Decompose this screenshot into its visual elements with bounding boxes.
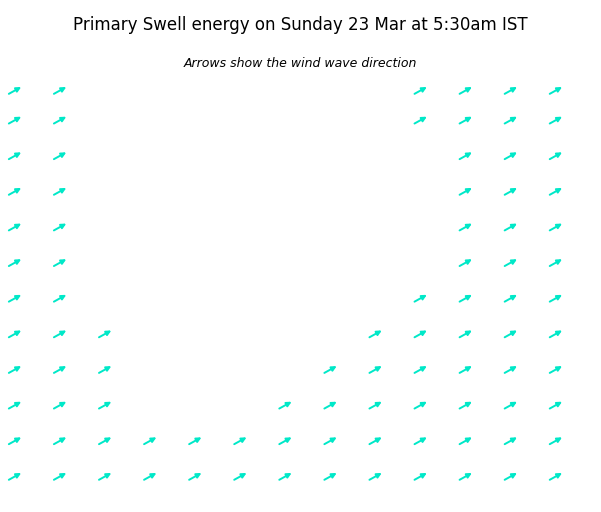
- Text: Primary Swell energy on Sunday 23 Mar at 5:30am IST: Primary Swell energy on Sunday 23 Mar at…: [73, 16, 528, 34]
- Text: Arrows show the wind wave direction: Arrows show the wind wave direction: [184, 57, 417, 70]
